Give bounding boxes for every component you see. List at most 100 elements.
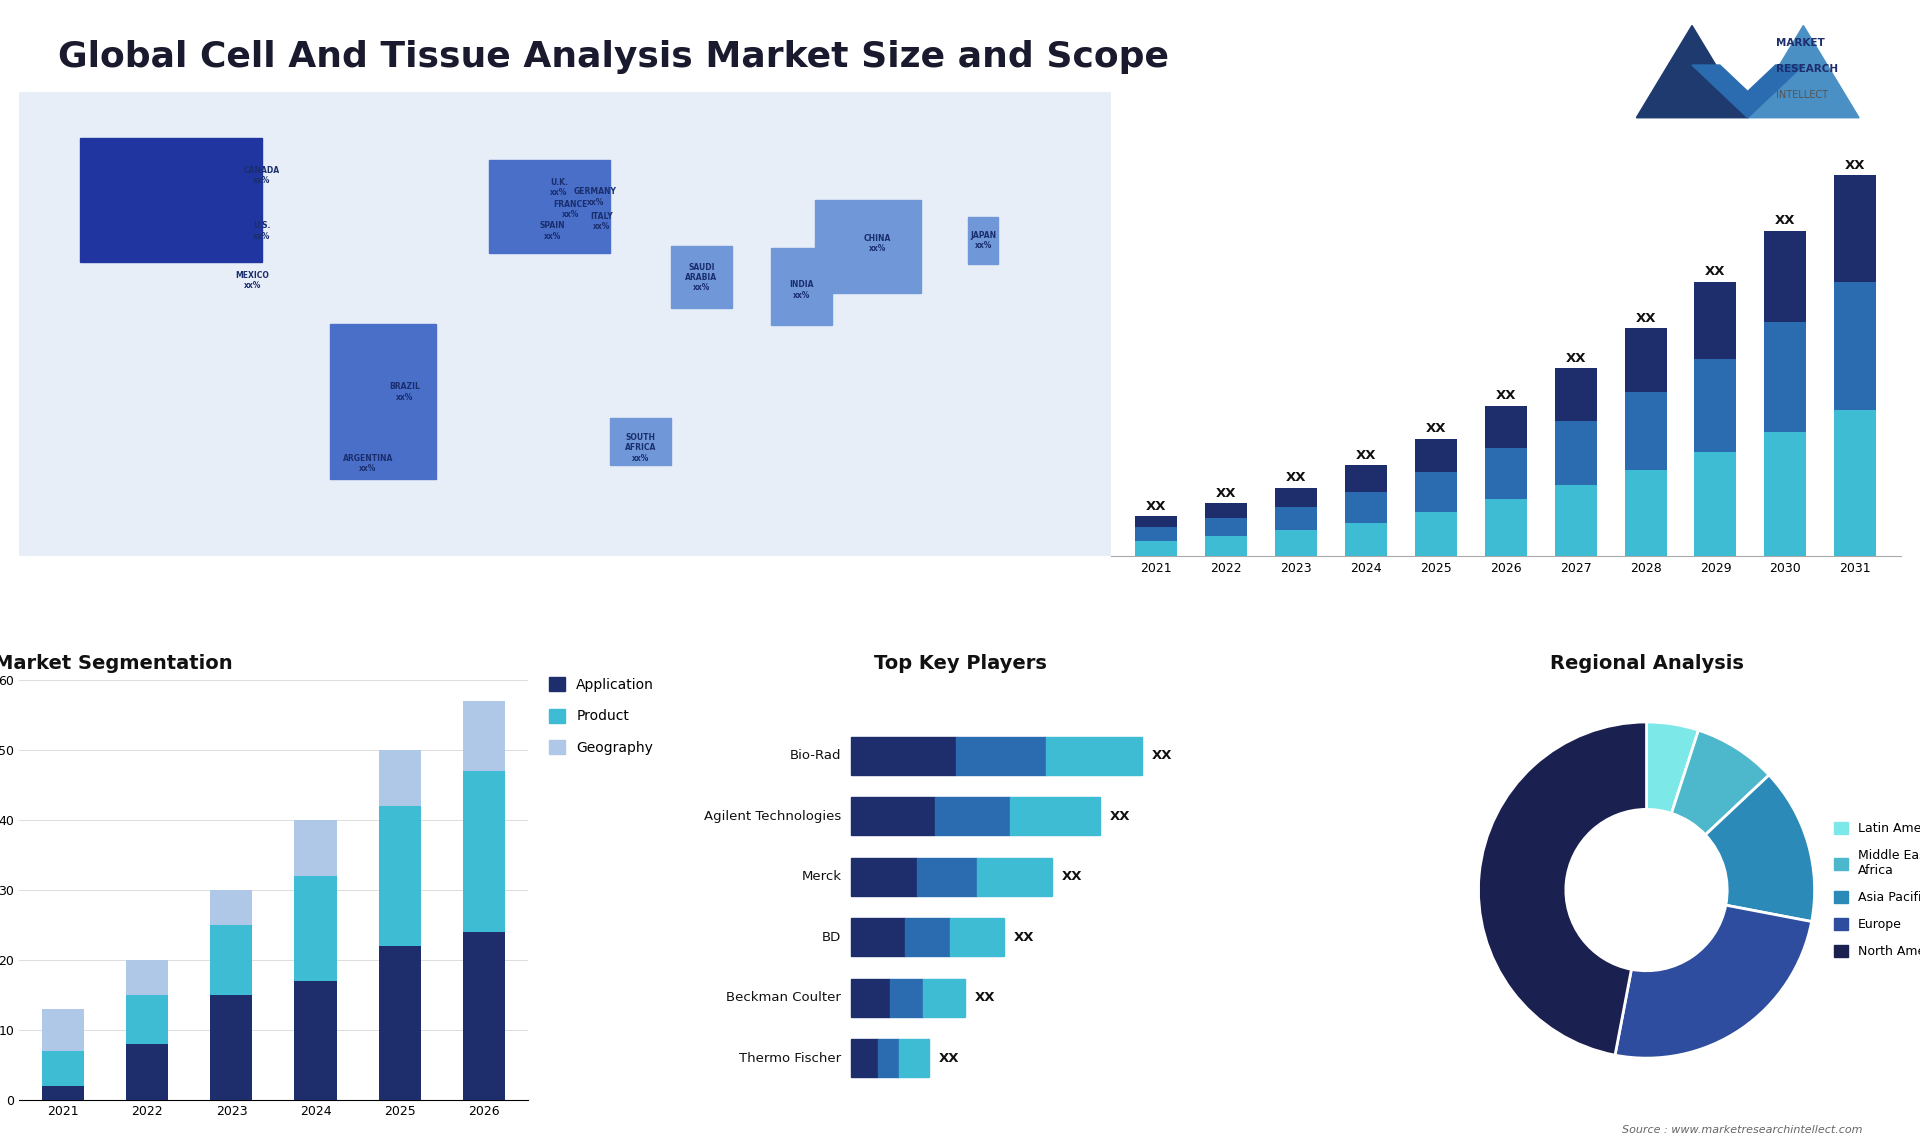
Bar [1206, 503, 1246, 518]
Bar [81, 139, 261, 262]
Text: XX: XX [1425, 423, 1446, 435]
Bar [1415, 472, 1457, 512]
FancyBboxPatch shape [851, 1039, 877, 1077]
Text: XX: XX [1014, 931, 1035, 943]
FancyBboxPatch shape [851, 979, 891, 1017]
Text: U.S.
xx%: U.S. xx% [253, 221, 271, 241]
Text: XX: XX [1636, 312, 1655, 324]
Title: Top Key Players: Top Key Players [874, 654, 1046, 673]
Wedge shape [1705, 775, 1814, 921]
Text: XX: XX [1845, 159, 1866, 172]
Text: INTELLECT: INTELLECT [1776, 91, 1828, 101]
Text: MARKET: MARKET [1776, 38, 1824, 48]
Bar [611, 418, 670, 465]
Text: Beckman Coulter: Beckman Coulter [726, 991, 841, 1004]
Bar [1344, 465, 1386, 492]
Bar [1275, 529, 1317, 556]
Bar [1555, 421, 1597, 485]
Title: Regional Analysis: Regional Analysis [1549, 654, 1743, 673]
Bar [968, 217, 998, 264]
Legend: Application, Product, Geography: Application, Product, Geography [543, 672, 660, 761]
Text: XX: XX [1356, 449, 1377, 462]
Text: XX: XX [1062, 870, 1083, 884]
Bar [1764, 322, 1807, 432]
Bar [127, 995, 169, 1044]
Wedge shape [1647, 722, 1699, 814]
FancyBboxPatch shape [935, 798, 1010, 835]
Bar [378, 749, 420, 806]
Text: XX: XX [939, 1052, 960, 1065]
Bar [1834, 175, 1876, 282]
Bar [1275, 508, 1317, 529]
Bar [211, 925, 252, 995]
Bar [127, 1044, 169, 1100]
Bar [1764, 230, 1807, 322]
Text: Thermo Fischer: Thermo Fischer [739, 1052, 841, 1065]
Bar [1484, 499, 1526, 556]
Text: Source : www.marketresearchintellect.com: Source : www.marketresearchintellect.com [1622, 1124, 1862, 1135]
Text: XX: XX [1565, 352, 1586, 364]
FancyBboxPatch shape [1010, 798, 1100, 835]
Bar [463, 701, 505, 771]
Bar [42, 1010, 84, 1051]
Bar [1135, 516, 1177, 527]
Bar [1135, 541, 1177, 556]
Bar [1695, 452, 1736, 556]
FancyBboxPatch shape [918, 857, 977, 895]
Bar [1555, 368, 1597, 421]
Text: Agilent Technologies: Agilent Technologies [705, 809, 841, 823]
FancyBboxPatch shape [851, 857, 918, 895]
Bar [1484, 448, 1526, 499]
Polygon shape [1747, 25, 1859, 118]
FancyBboxPatch shape [851, 918, 904, 956]
Bar [814, 201, 922, 293]
Bar [1135, 527, 1177, 541]
Bar [1624, 470, 1667, 556]
Text: XX: XX [1286, 471, 1306, 484]
FancyBboxPatch shape [851, 798, 935, 835]
Text: MEXICO
xx%: MEXICO xx% [236, 270, 269, 290]
FancyBboxPatch shape [977, 857, 1052, 895]
FancyBboxPatch shape [891, 979, 924, 1017]
Text: SOUTH
AFRICA
xx%: SOUTH AFRICA xx% [626, 433, 657, 463]
Bar [1344, 523, 1386, 556]
Bar [1624, 328, 1667, 392]
Text: XX: XX [1146, 500, 1165, 513]
Text: FRANCE
xx%: FRANCE xx% [553, 199, 588, 219]
Wedge shape [1615, 905, 1812, 1058]
FancyBboxPatch shape [877, 1039, 899, 1077]
Bar [1415, 512, 1457, 556]
Bar [211, 995, 252, 1100]
Bar [378, 947, 420, 1100]
Bar [463, 932, 505, 1100]
Text: XX: XX [1110, 809, 1129, 823]
Bar [330, 324, 436, 479]
Text: Merck: Merck [801, 870, 841, 884]
Bar [1834, 282, 1876, 410]
Bar [1206, 518, 1246, 536]
Bar [127, 960, 169, 995]
FancyBboxPatch shape [950, 918, 1004, 956]
Legend: Latin America, Middle East &
Africa, Asia Pacific, Europe, North America: Latin America, Middle East & Africa, Asi… [1830, 817, 1920, 963]
Bar [1415, 439, 1457, 472]
Bar [772, 248, 831, 325]
Text: INDIA
xx%: INDIA xx% [789, 280, 814, 299]
Bar [294, 876, 336, 981]
Text: SPAIN
xx%: SPAIN xx% [540, 221, 566, 241]
Bar [1555, 485, 1597, 556]
Wedge shape [1672, 730, 1768, 834]
Bar [1344, 492, 1386, 523]
Text: BRAZIL
xx%: BRAZIL xx% [388, 383, 420, 402]
Bar [378, 806, 420, 947]
Bar [42, 1086, 84, 1100]
Text: XX: XX [1152, 749, 1171, 762]
Text: BD: BD [822, 931, 841, 943]
Bar [1695, 359, 1736, 452]
Text: ITALY
xx%: ITALY xx% [589, 212, 612, 231]
Bar [490, 159, 611, 252]
Text: JAPAN
xx%: JAPAN xx% [970, 230, 996, 250]
Text: Bio-Rad: Bio-Rad [789, 749, 841, 762]
Text: XX: XX [1705, 266, 1726, 278]
Bar [1834, 410, 1876, 556]
FancyBboxPatch shape [924, 979, 966, 1017]
